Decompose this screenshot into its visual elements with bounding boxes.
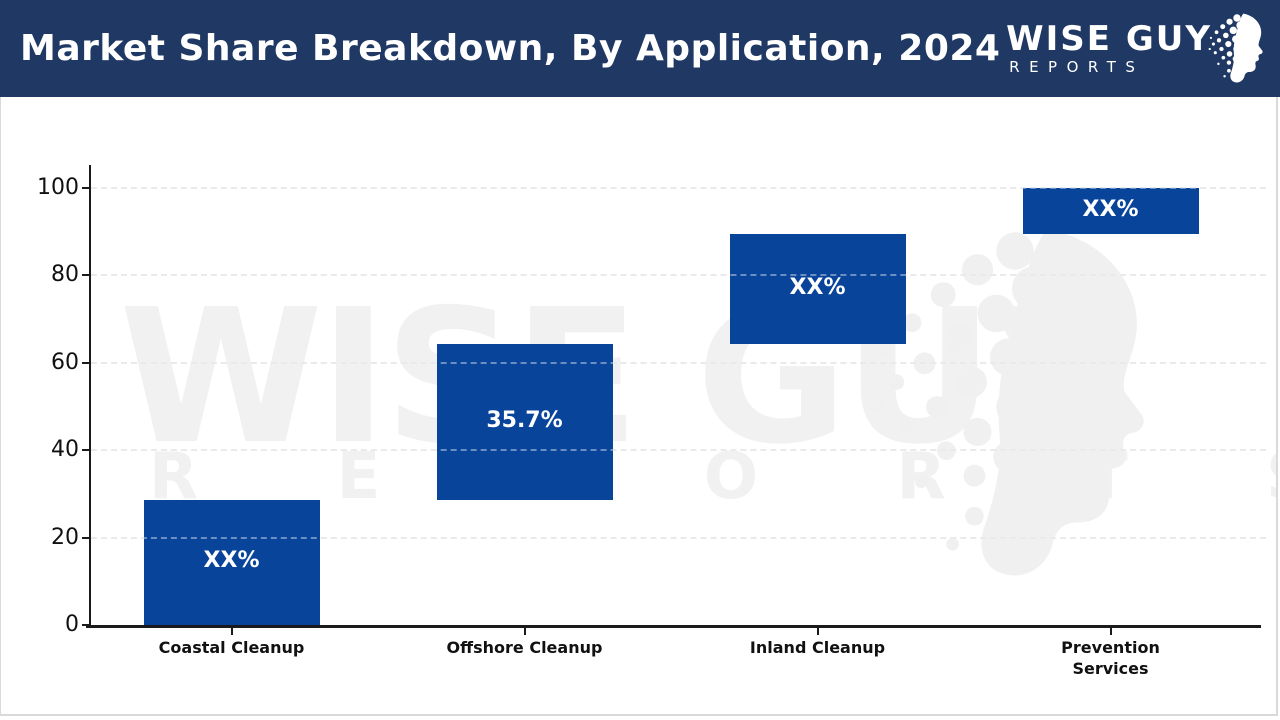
y-tick-mark [82, 186, 89, 189]
x-category-label: Prevention Services [1061, 638, 1160, 678]
bar-value-label: 35.7% [486, 407, 563, 433]
x-tick-mark [816, 627, 819, 635]
bar-segment [1022, 187, 1199, 235]
bar-value-label: XX% [1082, 196, 1139, 222]
page-title: Market Share Breakdown, By Application, … [20, 28, 1001, 69]
gridline [91, 361, 1266, 364]
x-tick-mark [230, 627, 233, 635]
bar-segment [143, 499, 320, 625]
gridline-overlay [91, 361, 1266, 364]
x-axis-line [86, 625, 1261, 628]
x-tick-mark [1109, 627, 1112, 635]
y-tick-label: 80 [51, 262, 79, 287]
bar-value-label: XX% [789, 275, 846, 300]
x-category-label: Coastal Cleanup [158, 638, 305, 657]
y-tick-label: 60 [51, 349, 79, 375]
y-tick-mark [82, 361, 89, 364]
gridline [91, 186, 1266, 189]
gridline-overlay [91, 449, 1266, 451]
y-tick-mark [82, 274, 89, 276]
dotted-head-icon [1208, 13, 1263, 82]
y-tick-mark [82, 449, 89, 451]
watermark-text-primary: WISE GUY [119, 269, 1124, 485]
x-tick-mark [523, 627, 526, 635]
brand-subname: REPORTS [1009, 57, 1145, 76]
gridline-overlay [91, 536, 1266, 539]
x-category-label: Inland Cleanup [749, 638, 886, 657]
header: Market Share Breakdown, By Application, … [0, 0, 1280, 97]
y-tick-label: 100 [37, 174, 79, 200]
y-tick-label: 0 [65, 612, 79, 637]
gridline [91, 536, 1266, 539]
y-tick-mark [82, 536, 89, 539]
gridline [91, 274, 1266, 276]
y-tick-label: 40 [51, 437, 79, 462]
bar-segment [436, 343, 613, 500]
y-axis-line [89, 165, 91, 628]
y-tick-label: 20 [51, 524, 79, 550]
gridline [91, 449, 1266, 451]
brand-logo: WISE GUY REPORTS [1006, 8, 1268, 90]
brand-name: WISE GUY [1006, 18, 1212, 59]
y-tick-mark [82, 624, 89, 626]
gridline-overlay [91, 274, 1266, 276]
x-category-label: Offshore Cleanup [446, 638, 603, 657]
bar-value-label: XX% [203, 548, 260, 574]
gridline-overlay [91, 186, 1266, 189]
brand-wordmark: WISE GUY REPORTS [1006, 22, 1212, 76]
